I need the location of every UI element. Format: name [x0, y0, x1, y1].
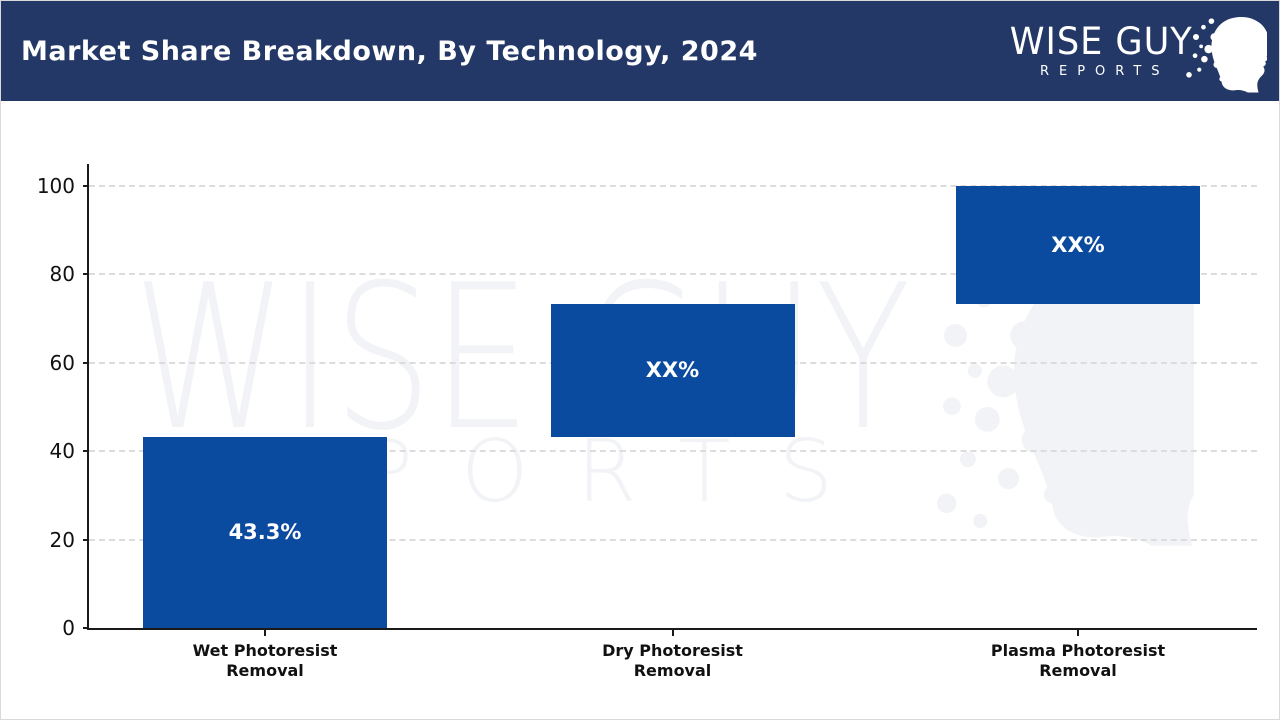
gridline-80 [89, 273, 1257, 276]
header-bar: Market Share Breakdown, By Technology, 2… [1, 1, 1279, 101]
y-tick-60 [83, 361, 89, 364]
y-tick-label-100: 100 [36, 174, 75, 199]
x-category-label-line: Removal [226, 661, 304, 680]
gridline-100 [89, 185, 1257, 188]
logo-subtitle: REPORTS [1039, 64, 1170, 79]
x-category-label: Wet Photoresist Removal [193, 641, 338, 681]
logo-wordmark: WISE GUY [1009, 20, 1193, 63]
y-tick-label-20: 20 [49, 527, 75, 552]
wise-guy-logo: WISE GUY REPORTS [1005, 9, 1267, 93]
gridline-40 [89, 450, 1257, 453]
x-category-label: Dry Photoresist Removal [602, 641, 743, 681]
x-tick-1 [264, 630, 266, 636]
y-tick-0 [83, 627, 89, 629]
y-tick-20 [83, 538, 89, 541]
x-tick-2 [671, 630, 674, 636]
bar-value-label: 43.3% [228, 520, 302, 545]
x-category-label: Plasma Photoresist Removal [991, 641, 1165, 681]
y-tick-80 [83, 273, 89, 276]
x-category-label-line: Removal [633, 661, 712, 680]
bar-value-label: XX% [1051, 233, 1105, 258]
x-category-label-line: Dry Photoresist [602, 641, 743, 660]
bar-value-label: XX% [645, 358, 700, 383]
x-tick-3 [1077, 630, 1079, 636]
logo-text: WISE GUY REPORTS [1005, 23, 1197, 79]
logo-head-icon [1186, 17, 1267, 93]
y-tick-label-0: 0 [62, 616, 75, 640]
x-category-label-line: Plasma Photoresist [990, 641, 1166, 660]
y-tick-label-80: 80 [49, 262, 75, 287]
y-tick-label-40: 40 [49, 439, 75, 464]
y-tick-40 [83, 450, 89, 453]
bar-segment-2: XX% [550, 304, 795, 437]
page-title: Market Share Breakdown, By Technology, 2… [21, 35, 758, 67]
x-category-label-line: Removal [1039, 661, 1117, 680]
y-tick-label-60: 60 [49, 350, 75, 375]
y-axis-spine [87, 164, 89, 630]
gridline-20 [89, 538, 1257, 541]
x-axis-spine [87, 628, 1257, 630]
bar-segment-3: XX% [956, 186, 1200, 305]
x-category-label-line: Wet Photoresist [192, 641, 338, 660]
bar-segment-1: 43.3% [143, 436, 387, 628]
y-tick-100 [83, 185, 89, 188]
